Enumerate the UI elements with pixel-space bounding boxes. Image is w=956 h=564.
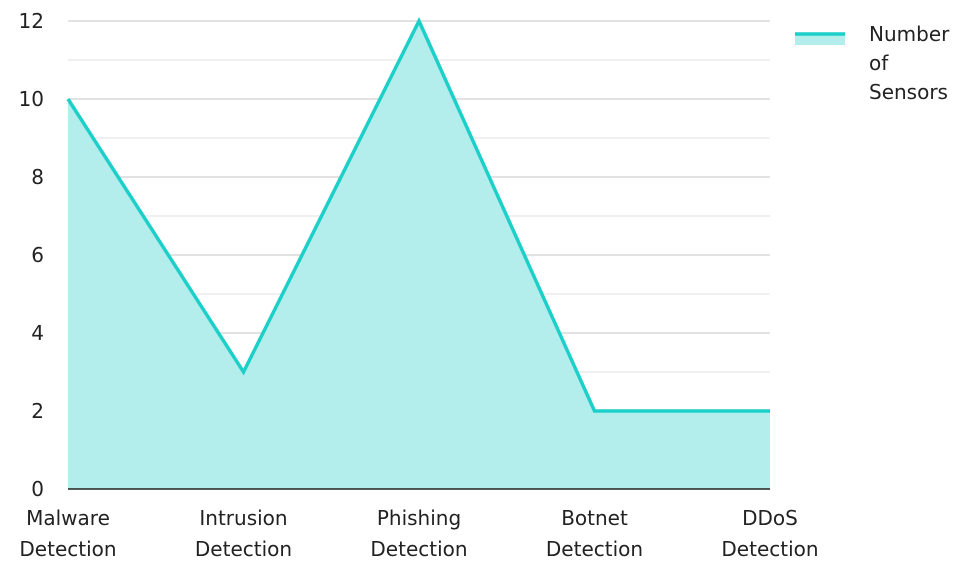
y-tick-label: 8 (31, 165, 44, 189)
series-line-layer (66, 16, 770, 413)
legend: Number of Sensors (795, 22, 950, 104)
x-tick-label: Intrusion Detection (195, 506, 292, 560)
y-tick-label: 12 (19, 9, 44, 33)
y-tick-label: 0 (31, 477, 44, 501)
y-tick-label: 6 (31, 243, 44, 267)
x-tick-label: Phishing Detection (370, 506, 467, 560)
x-tick-labels: Malware Detection Intrusion Detection Phishi… (19, 506, 818, 561)
legend-label: Number of Sensors (869, 22, 950, 104)
y-tick-label: 2 (31, 399, 44, 423)
legend-swatch-fill (795, 33, 845, 45)
x-tick-label: Botnet Detection (546, 506, 643, 560)
y-tick-label: 10 (19, 87, 44, 111)
y-tick-label: 4 (31, 321, 44, 345)
y-tick-labels: 0 2 4 6 8 10 12 (19, 9, 44, 501)
series-line (66, 16, 770, 413)
x-tick-label: DDoS Detection (721, 506, 818, 560)
x-tick-label: Malware Detection (19, 506, 116, 560)
